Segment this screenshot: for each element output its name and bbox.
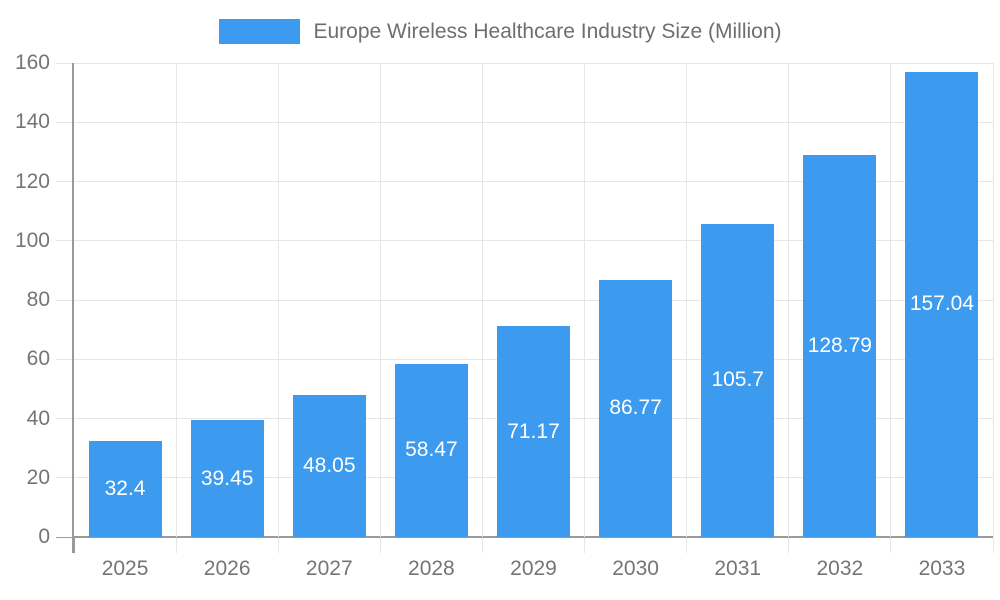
x-tick-label-2025: 2025: [101, 557, 149, 580]
x-tick-label-2031: 2031: [714, 557, 762, 580]
bar-2033[interactable]: 157.04: [905, 71, 979, 537]
y-tick-label-0: 0: [38, 525, 50, 548]
y-tick-label-20: 20: [26, 465, 50, 489]
v-gridline-8: [890, 63, 892, 537]
bar-2027[interactable]: 48.05: [292, 394, 366, 537]
h-gridline-80: [74, 299, 993, 301]
x-tick-label-2029: 2029: [510, 557, 557, 580]
y-tick-label-40: 40: [26, 406, 50, 430]
h-gridline-100: [74, 240, 993, 242]
y-tick-0: [56, 536, 72, 538]
bar-value-label-2028: 58.47: [405, 438, 458, 462]
v-gridline-5: [584, 63, 586, 537]
y-tick-label-100: 100: [14, 228, 50, 252]
bar-value-label-2031: 105.7: [711, 368, 764, 392]
legend-item[interactable]: Europe Wireless Healthcare Industry Size…: [218, 19, 782, 44]
bar-value-label-2026: 39.45: [200, 466, 254, 490]
y-tick-label-80: 80: [26, 288, 50, 311]
y-tick-label-120: 120: [14, 169, 50, 193]
legend: Europe Wireless Healthcare Industry Size…: [0, 19, 1000, 44]
legend-swatch-icon: [218, 19, 300, 44]
v-gridline-9: [992, 63, 994, 537]
x-tick-5: [584, 538, 586, 553]
h-gridline-160: [74, 62, 993, 64]
x-tick-7: [788, 538, 790, 553]
y-tick-label-140: 140: [14, 110, 50, 134]
y-tick-60: [56, 358, 72, 360]
bar-value-label-2027: 48.05: [302, 453, 356, 477]
y-tick-120: [56, 181, 72, 182]
y-tick-label-160: 160: [14, 51, 50, 74]
bar-2030[interactable]: 86.77: [599, 279, 673, 537]
y-axis-line: [72, 63, 74, 553]
x-tick-4: [481, 538, 483, 553]
x-tick-label-2027: 2027: [305, 557, 353, 580]
y-tick-20: [56, 477, 72, 479]
x-axis-line: [72, 536, 993, 538]
x-tick-0: [73, 538, 75, 553]
bar-2032[interactable]: 128.79: [803, 155, 877, 537]
bar-value-label-2030: 86.77: [609, 396, 662, 420]
y-tick-40: [56, 418, 72, 419]
x-tick-label-2026: 2026: [203, 557, 251, 580]
v-gridline-6: [686, 63, 688, 537]
y-tick-100: [56, 240, 72, 242]
bar-2025[interactable]: 32.4: [88, 441, 162, 537]
y-tick-160: [56, 62, 72, 64]
x-tick-9: [992, 538, 994, 553]
bar-value-label-2029: 71.17: [507, 419, 560, 443]
x-tick-label-2032: 2032: [816, 557, 864, 580]
v-gridline-2: [277, 63, 279, 537]
v-gridline-1: [175, 63, 177, 537]
x-tick-label-2028: 2028: [408, 557, 455, 580]
bar-2031[interactable]: 105.7: [701, 223, 775, 537]
v-gridline-7: [788, 63, 790, 537]
h-gridline-120: [74, 181, 993, 182]
v-gridline-3: [379, 63, 381, 537]
bar-value-label-2032: 128.79: [807, 334, 872, 358]
y-tick-140: [56, 121, 72, 123]
y-tick-80: [56, 299, 72, 301]
x-tick-label-2030: 2030: [612, 557, 659, 580]
plot-area: 0 20 40 60 80 100 120 140 160 32.4 2025 39.45 2026 48…: [15, 51, 994, 580]
bar-2028[interactable]: 58.47: [394, 363, 468, 537]
bar-2026[interactable]: 39.45: [190, 420, 264, 537]
bar-2029[interactable]: 71.17: [497, 326, 570, 537]
x-tick-6: [686, 538, 688, 553]
x-tick-8: [890, 538, 892, 553]
x-tick-3: [379, 538, 381, 553]
legend-label: Europe Wireless Healthcare Industry Size…: [313, 20, 782, 43]
bar-value-label-2033: 157.04: [909, 292, 975, 316]
bar-value-label-2025: 32.4: [104, 477, 146, 500]
y-tick-label-60: 60: [26, 347, 50, 371]
v-gridline-4: [481, 63, 483, 537]
x-tick-1: [175, 538, 177, 553]
x-tick-label-2033: 2033: [918, 557, 966, 580]
x-tick-2: [277, 538, 279, 553]
h-gridline-140: [74, 121, 993, 123]
